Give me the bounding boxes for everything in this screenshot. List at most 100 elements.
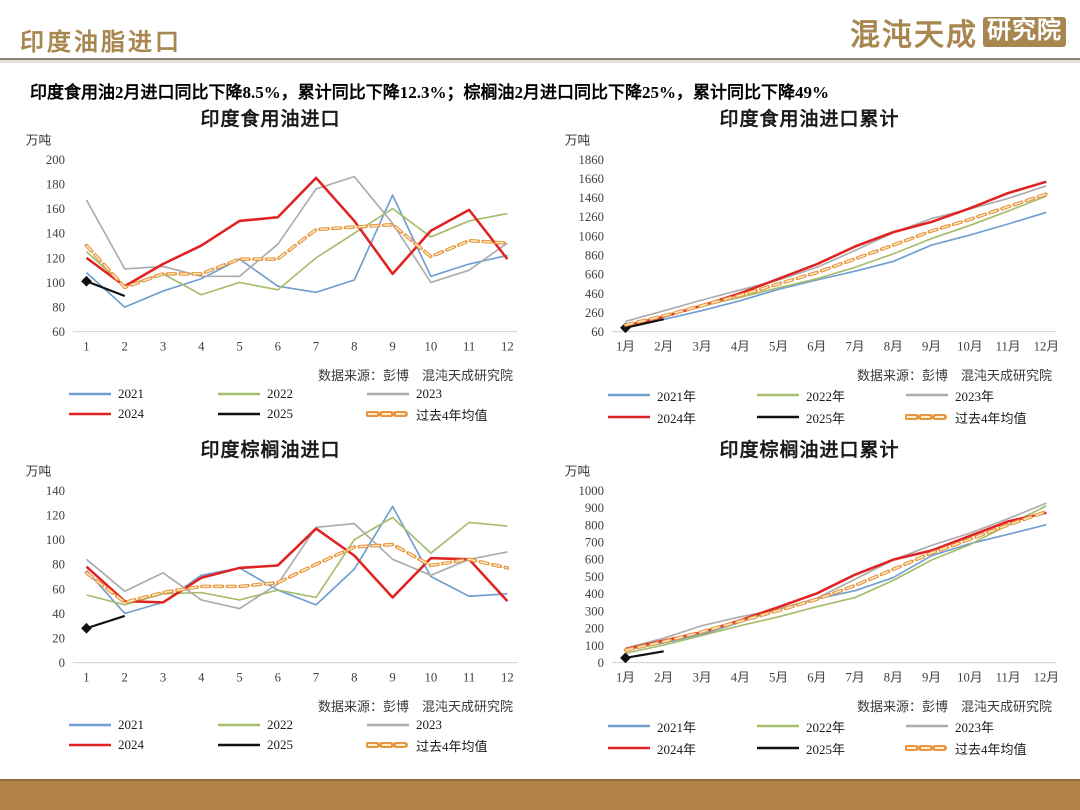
chart-legend: 2021年 2022年 2023年 2024年 2025年 过去4年均值 [555, 384, 1064, 427]
svg-text:10: 10 [424, 339, 437, 353]
svg-text:20: 20 [52, 631, 65, 645]
svg-text:10月: 10月 [957, 339, 982, 353]
legend-swatch-line [608, 725, 650, 728]
svg-text:1月: 1月 [616, 670, 635, 684]
legend-item: 2024年 [607, 408, 756, 427]
svg-text:60: 60 [591, 325, 604, 339]
legend-label: 2024 [118, 406, 144, 422]
legend-swatch-line [218, 744, 260, 747]
legend-swatch-line [608, 394, 650, 397]
chart-card-edible-cumulative: 印度食用油进口累计 万吨 1860 1660 1460 1260 1060 860 660 46… [555, 108, 1064, 427]
svg-text:900: 900 [585, 501, 604, 515]
svg-text:5月: 5月 [769, 670, 788, 684]
svg-text:6: 6 [275, 670, 281, 684]
chart-card-palm-cumulative: 印度棕榈油进口累计 万吨 1000 900 800 700 600 500 400 300 200… [555, 439, 1064, 758]
legend-swatch-line [757, 725, 799, 728]
svg-text:12: 12 [501, 670, 514, 684]
svg-text:2月: 2月 [654, 339, 673, 353]
svg-text:10: 10 [424, 670, 437, 684]
svg-text:2月: 2月 [654, 670, 673, 684]
legend-item: 2021年 [607, 717, 756, 736]
svg-text:140: 140 [46, 227, 65, 241]
legend-item: 过去4年均值 [366, 405, 515, 424]
legend-label: 2023年 [955, 388, 995, 404]
svg-text:400: 400 [585, 587, 604, 601]
line-chart-edible-cumulative: 万吨 1860 1660 1460 1260 1060 860 660 460 260 60 1月 2月… [555, 132, 1064, 367]
legend-item: 2021 [68, 717, 217, 733]
legend-label: 2024年 [657, 410, 697, 426]
svg-text:8月: 8月 [884, 670, 903, 684]
svg-text:600: 600 [585, 553, 604, 567]
svg-text:100: 100 [46, 533, 65, 547]
svg-text:3: 3 [160, 670, 166, 684]
legend-swatch-dashed-line [366, 411, 410, 418]
svg-text:万吨: 万吨 [565, 134, 591, 148]
svg-text:11: 11 [463, 339, 475, 353]
chart-legend: 2021 2022 2023 2024 2025 过去4年均值 [16, 384, 525, 424]
svg-text:11月: 11月 [996, 670, 1021, 684]
legend-label: 2023 [416, 716, 442, 732]
svg-text:12月: 12月 [1034, 670, 1059, 684]
svg-text:8: 8 [351, 670, 357, 684]
svg-text:11月: 11月 [996, 339, 1021, 353]
svg-text:3月: 3月 [692, 670, 711, 684]
chart-title: 印度棕榈油进口累计 [719, 439, 900, 461]
svg-text:460: 460 [585, 287, 604, 301]
legend-label: 2024年 [657, 741, 697, 757]
svg-text:5月: 5月 [769, 339, 788, 353]
data-source: 数据来源：彭博 混沌天成研究院 [317, 367, 513, 383]
logo-badge: 研究院 [983, 16, 1066, 48]
legend-item: 2022年 [756, 717, 905, 736]
svg-text:8月: 8月 [884, 339, 903, 353]
line-chart-palm-monthly: 万吨 140 120 100 80 60 40 20 0 1 2 3 4 5 6 7 8 9 10 11 12 [16, 463, 525, 698]
data-source: 数据来源：彭博 混沌天成研究院 [856, 367, 1052, 383]
legend-label: 2024 [118, 737, 144, 753]
chart-card-palm-monthly: 印度棕榈油进口 万吨 140 120 100 80 60 40 20 0 1 2 3 4 5 6 7 8 9 10 1… [16, 439, 525, 758]
legend-swatch-line [608, 416, 650, 419]
line-chart-palm-cumulative: 万吨 1000 900 800 700 600 500 400 300 200 100 0 1月 2月 3月… [555, 463, 1064, 698]
svg-text:2: 2 [122, 670, 128, 684]
page-title: 印度油脂进口 [20, 30, 182, 56]
legend-label: 2022年 [806, 719, 846, 735]
svg-text:12: 12 [501, 339, 514, 353]
svg-text:0: 0 [598, 656, 604, 670]
legend-label: 过去4年均值 [955, 410, 1027, 426]
legend-item: 过去4年均值 [905, 408, 1054, 427]
legend-item: 2021 [68, 386, 217, 402]
company-logo: 混沌天成 研究院 [850, 10, 1066, 54]
data-source: 数据来源：彭博 混沌天成研究院 [317, 698, 513, 714]
legend-swatch-line [218, 392, 260, 396]
legend-swatch-line [906, 725, 948, 728]
svg-text:140: 140 [46, 484, 65, 498]
svg-text:10月: 10月 [957, 670, 982, 684]
svg-text:660: 660 [585, 268, 604, 282]
chart-legend: 2021 2022 2023 2024 2025 过去4年均值 [16, 715, 525, 755]
legend-item: 2025年 [756, 408, 905, 427]
svg-text:3月: 3月 [692, 339, 711, 353]
svg-text:800: 800 [585, 518, 604, 532]
legend-item: 2023 [366, 386, 515, 402]
legend-swatch-line [367, 723, 409, 727]
svg-text:9: 9 [389, 339, 395, 353]
legend-label: 2025年 [806, 410, 846, 426]
logo-text: 混沌天成 [850, 19, 978, 52]
svg-text:4月: 4月 [731, 670, 750, 684]
svg-text:160: 160 [46, 202, 65, 216]
chart-title: 印度棕榈油进口 [200, 439, 341, 461]
svg-text:4: 4 [198, 670, 205, 684]
svg-text:120: 120 [46, 251, 65, 265]
legend-label: 2023年 [955, 719, 995, 735]
svg-text:100: 100 [585, 639, 604, 653]
legend-swatch-dashed-line [905, 414, 949, 421]
legend-item: 2024 [68, 405, 217, 424]
legend-swatch-line [69, 723, 111, 727]
legend-item: 2022年 [756, 386, 905, 405]
legend-label: 2025 [267, 737, 293, 753]
svg-text:500: 500 [585, 570, 604, 584]
charts-grid: 印度食用油进口 万吨 200 180 160 140 120 100 80 60 1 2 3 4 5 6 7 8… [16, 108, 1064, 758]
legend-swatch-line [69, 744, 111, 747]
svg-text:1: 1 [83, 670, 89, 684]
svg-text:7月: 7月 [846, 339, 865, 353]
legend-item: 2023年 [905, 386, 1054, 405]
legend-item: 2025 [217, 736, 366, 755]
